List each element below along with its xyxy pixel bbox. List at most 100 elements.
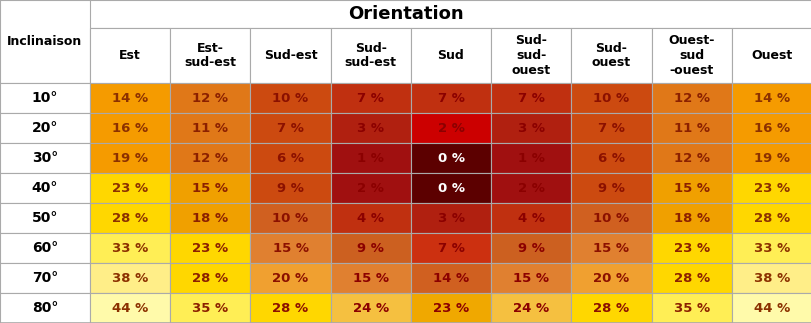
Bar	[90, 203, 170, 233]
Bar	[0, 293, 90, 323]
Bar	[90, 263, 170, 293]
Text: 10 %: 10 %	[593, 212, 629, 224]
Bar	[90, 293, 170, 323]
Text: Sud-
sud-
ouest: Sud- sud- ouest	[511, 34, 550, 77]
Text: 33 %: 33 %	[112, 242, 148, 255]
Text: 7 %: 7 %	[437, 242, 464, 255]
Bar	[571, 173, 650, 203]
Text: 1 %: 1 %	[517, 151, 544, 164]
Text: 0 %: 0 %	[437, 182, 464, 194]
Text: 3 %: 3 %	[437, 212, 464, 224]
Text: 7 %: 7 %	[277, 121, 303, 134]
Bar	[170, 203, 250, 233]
Text: 18 %: 18 %	[673, 212, 709, 224]
Text: 14 %: 14 %	[432, 272, 469, 285]
Text: 28 %: 28 %	[753, 212, 789, 224]
Text: 38 %: 38 %	[753, 272, 789, 285]
Bar	[250, 83, 330, 113]
Bar	[731, 263, 811, 293]
Bar	[650, 263, 731, 293]
Bar	[330, 113, 410, 143]
Bar	[410, 293, 491, 323]
Bar	[330, 263, 410, 293]
Text: 10 %: 10 %	[272, 91, 308, 105]
Text: 20 %: 20 %	[593, 272, 629, 285]
Bar	[0, 143, 90, 173]
Text: 2 %: 2 %	[437, 121, 464, 134]
Text: Est: Est	[119, 49, 141, 62]
Bar	[491, 28, 571, 83]
Bar	[650, 28, 731, 83]
Text: Sud-
sud-est: Sud- sud-est	[345, 41, 397, 69]
Text: 14 %: 14 %	[112, 91, 148, 105]
Text: 16 %: 16 %	[753, 121, 789, 134]
Bar	[90, 143, 170, 173]
Text: 30°: 30°	[32, 151, 58, 165]
Text: 23 %: 23 %	[432, 301, 469, 315]
Text: 15 %: 15 %	[272, 242, 308, 255]
Bar	[0, 233, 90, 263]
Text: 9 %: 9 %	[517, 242, 544, 255]
Bar	[571, 28, 650, 83]
Bar	[491, 233, 571, 263]
Bar	[731, 203, 811, 233]
Bar	[0, 263, 90, 293]
Text: 7 %: 7 %	[597, 121, 624, 134]
Bar	[170, 143, 250, 173]
Bar	[90, 173, 170, 203]
Bar	[330, 28, 410, 83]
Bar	[250, 143, 330, 173]
Bar	[170, 263, 250, 293]
Bar	[330, 293, 410, 323]
Text: Sud-
ouest: Sud- ouest	[591, 41, 630, 69]
Bar	[491, 263, 571, 293]
Bar	[650, 143, 731, 173]
Bar	[491, 293, 571, 323]
Bar	[0, 83, 90, 113]
Bar	[650, 173, 731, 203]
Text: 19 %: 19 %	[753, 151, 789, 164]
Bar	[250, 233, 330, 263]
Bar	[90, 28, 170, 83]
Text: 12 %: 12 %	[192, 151, 228, 164]
Bar	[250, 203, 330, 233]
Text: 11 %: 11 %	[192, 121, 228, 134]
Text: 18 %: 18 %	[192, 212, 228, 224]
Text: 35 %: 35 %	[673, 301, 709, 315]
Text: Est-
sud-est: Est- sud-est	[184, 41, 236, 69]
Text: 11 %: 11 %	[673, 121, 709, 134]
Bar	[330, 83, 410, 113]
Bar	[571, 293, 650, 323]
Text: 2 %: 2 %	[357, 182, 384, 194]
Text: 7 %: 7 %	[437, 91, 464, 105]
Bar	[571, 113, 650, 143]
Bar	[330, 143, 410, 173]
Bar	[90, 83, 170, 113]
Bar	[731, 143, 811, 173]
Bar	[0, 0, 90, 83]
Bar	[170, 173, 250, 203]
Bar	[571, 83, 650, 113]
Text: 24 %: 24 %	[513, 301, 548, 315]
Bar	[90, 233, 170, 263]
Bar	[0, 203, 90, 233]
Bar	[491, 143, 571, 173]
Text: 0 %: 0 %	[437, 151, 464, 164]
Text: 24 %: 24 %	[352, 301, 388, 315]
Text: 12 %: 12 %	[673, 151, 709, 164]
Bar	[170, 233, 250, 263]
Text: 7 %: 7 %	[357, 91, 384, 105]
Bar	[650, 203, 731, 233]
Text: 19 %: 19 %	[112, 151, 148, 164]
Text: 4 %: 4 %	[357, 212, 384, 224]
Text: 10°: 10°	[32, 91, 58, 105]
Text: 38 %: 38 %	[112, 272, 148, 285]
Text: 12 %: 12 %	[192, 91, 228, 105]
Bar	[330, 173, 410, 203]
Bar	[571, 143, 650, 173]
Text: Ouest-
sud
-ouest: Ouest- sud -ouest	[667, 34, 714, 77]
Bar	[170, 293, 250, 323]
Text: 16 %: 16 %	[112, 121, 148, 134]
Text: 50°: 50°	[32, 211, 58, 225]
Bar	[650, 233, 731, 263]
